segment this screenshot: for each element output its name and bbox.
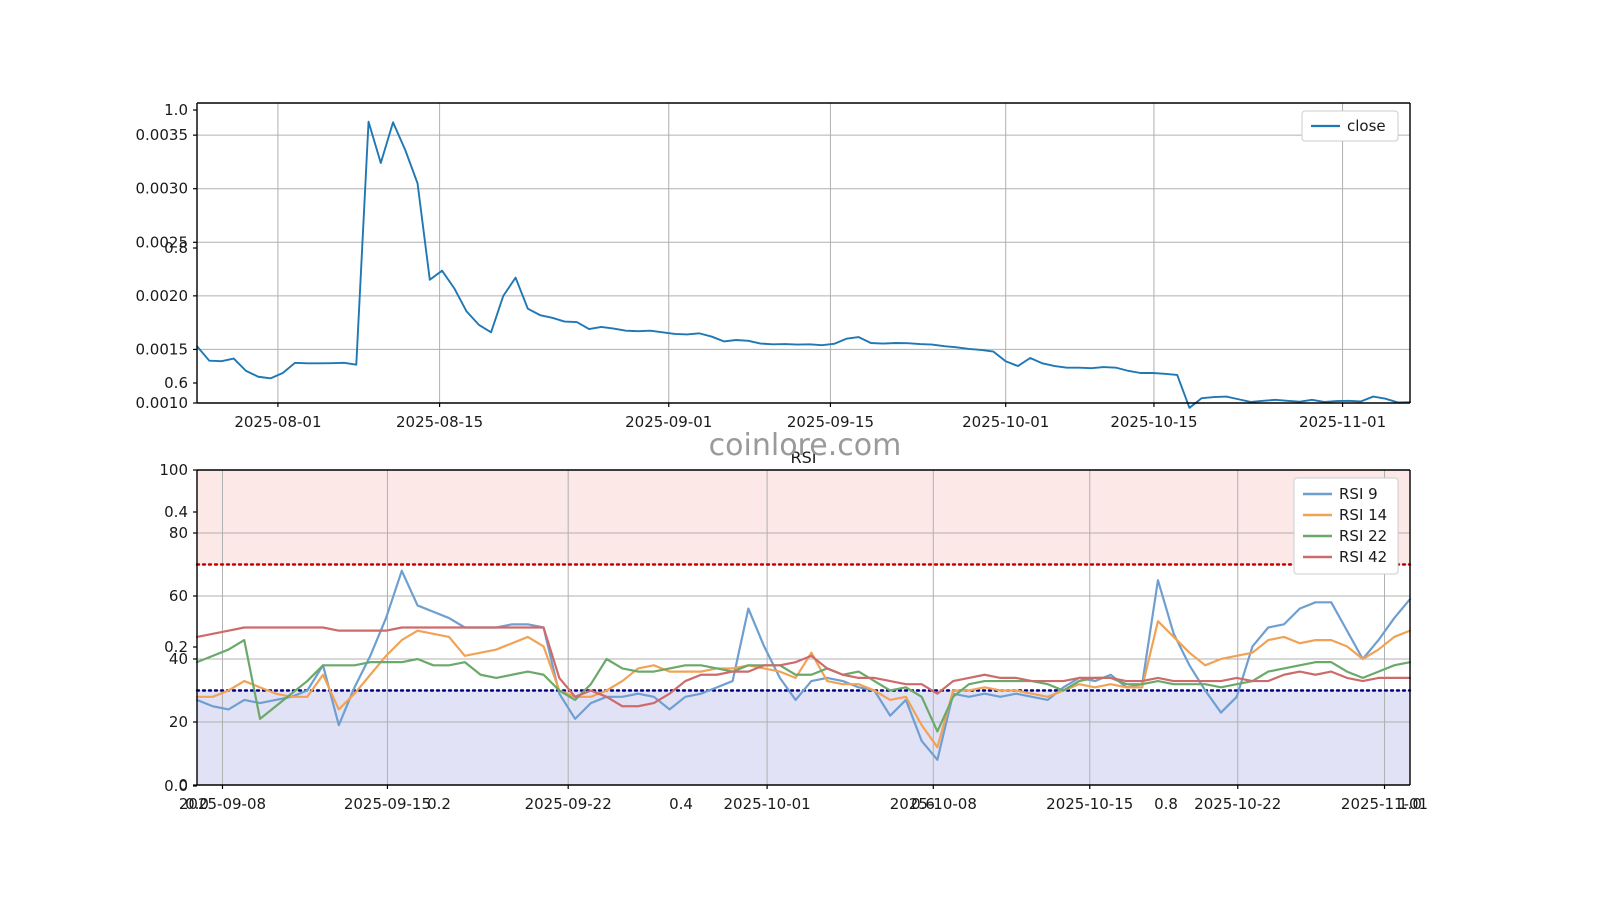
price-secondary-y-tick-label: 0.8: [164, 239, 188, 257]
rsi-y-tick-label: 100: [159, 461, 188, 479]
price-y-tick-label: 0.0020: [136, 287, 189, 305]
price-secondary-y-tick-labels: 0.6 0.8 1.0: [164, 101, 197, 392]
price-y-tick-labels: 0.0010 0.0015 0.0020 0.0025 0.0030 0.0035: [136, 126, 197, 412]
price-x-tick-label: 2025-10-01: [962, 413, 1049, 431]
rsi-y-tick-label: 80: [169, 524, 188, 542]
rsi-x-tick-labels: 2025-09-08 2025-09-15 2025-09-22 2025-10-01…: [179, 785, 1428, 813]
rsi-secondary-y-tick-labels: 0.0 0.2 0.4: [164, 503, 197, 795]
rsi-x-tick-label: 2025-11-01: [1341, 795, 1428, 813]
rsi-x-tick-label: 2025-09-22: [525, 795, 612, 813]
price-legend-label: close: [1347, 117, 1386, 135]
rsi-y-tick-label: 20: [169, 713, 188, 731]
rsi-line-rsi-22: [195, 639, 1412, 733]
rsi-legend-label: RSI 9: [1339, 485, 1378, 503]
rsi-x-tick-label: 2025-09-08: [179, 795, 266, 813]
rsi-secondary-x-tick-label: 0.2: [427, 795, 451, 813]
rsi-secondary-x-tick-label: 0.8: [1154, 795, 1178, 813]
rsi-legend-label: RSI 42: [1339, 548, 1387, 566]
rsi-line-rsi-9: [195, 569, 1412, 761]
price-x-tick-label: 2025-09-01: [625, 413, 712, 431]
rsi-y-tick-label: 60: [169, 587, 188, 605]
rsi-x-tick-label: 2025-10-01: [724, 795, 811, 813]
rsi-legend-label: RSI 14: [1339, 506, 1387, 524]
rsi-y-tick-labels: 0 20 40 60 80 100: [159, 461, 197, 794]
rsi-y-tick-label: 0: [178, 776, 188, 794]
rsi-chart-panel: 0 20 40 60 80 100 0.0 0.2 0.4 2025-09-08 2025-09-1…: [159, 448, 1428, 813]
price-x-tick-label: 2025-10-15: [1110, 413, 1197, 431]
watermark-text: coinlore.com: [709, 428, 902, 463]
rsi-secondary-y-tick-label: 0.2: [164, 638, 188, 656]
price-y-tick-label: 0.0010: [136, 394, 189, 412]
rsi-legend-label: RSI 22: [1339, 527, 1387, 545]
price-chart-panel: 0.00100.00150.00200.00250.00300.00350.60…: [136, 101, 1411, 431]
price-secondary-y-tick-label: 0.6: [164, 374, 188, 392]
price-y-tick-label: 0.0035: [136, 126, 189, 144]
price-y-tick-label: 0.0015: [136, 340, 189, 358]
rsi-secondary-x-tick-labels: 0.0 0.2 0.4 0.6 0.8 1.0: [185, 795, 1422, 813]
rsi-secondary-y-tick-label: 0.4: [164, 503, 188, 521]
watermark: coinlore.com: [709, 428, 902, 463]
rsi-line-rsi-42: [195, 626, 1412, 708]
rsi-legend[interactable]: RSI 9 RSI 14 RSI 22 RSI 42: [1293, 477, 1399, 575]
rsi-secondary-x-tick-label: 0.6: [911, 795, 935, 813]
price-secondary-y-tick-label: 1.0: [164, 101, 188, 119]
price-series-close: [196, 120, 1411, 409]
rsi-secondary-y-tick-label: 0.0: [164, 777, 188, 795]
rsi-x-tick-label: 2025-09-15: [344, 795, 431, 813]
rsi-legend-box: [1293, 477, 1399, 575]
price-y-tick-label: 0.0025: [136, 233, 189, 251]
rsi-x-tick-label: 2025-10-08: [890, 795, 977, 813]
price-legend[interactable]: close: [1301, 110, 1399, 142]
rsi-y-tick-label: 40: [169, 650, 188, 668]
rsi-zone-bands: [197, 470, 1410, 785]
price-plot-background: [197, 103, 1410, 403]
price-y-tick-label: 0.0030: [136, 180, 189, 198]
rsi-secondary-x-tick-label: 0.0: [185, 795, 209, 813]
price-x-tick-labels: 2025-08-01 2025-08-15 2025-09-01 2025-09-15…: [234, 403, 1386, 431]
price-x-tick-label: 2025-11-01: [1299, 413, 1386, 431]
rsi-band-overbought-zone: [197, 470, 1410, 565]
rsi-x-tick-label: 2025-10-22: [1194, 795, 1281, 813]
rsi-line-rsi-14: [195, 620, 1412, 749]
price-x-tick-label: 2025-09-15: [787, 413, 874, 431]
rsi-secondary-x-tick-label: 0.4: [669, 795, 693, 813]
rsi-series: [195, 569, 1412, 761]
price-legend-box: [1301, 110, 1399, 142]
rsi-band-oversold-zone: [197, 690, 1410, 785]
close-line: [196, 120, 1411, 409]
price-x-tick-label: 2025-08-15: [396, 413, 483, 431]
rsi-panel-title: RSI: [791, 448, 817, 467]
rsi-secondary-x-tick-label: 1.0: [1398, 795, 1422, 813]
price-x-tick-label: 2025-08-01: [234, 413, 321, 431]
rsi-x-tick-label: 2025-10-15: [1046, 795, 1133, 813]
